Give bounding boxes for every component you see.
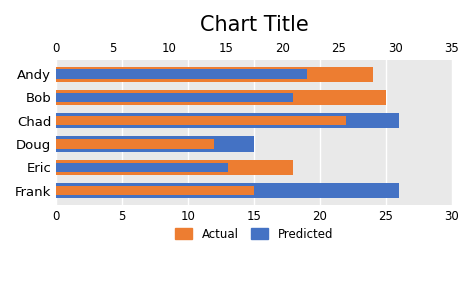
Bar — [56, 113, 399, 128]
Title: Chart Title: Chart Title — [200, 15, 308, 35]
Bar — [56, 139, 214, 149]
Bar — [56, 183, 399, 198]
Bar — [56, 67, 373, 82]
Bar — [56, 93, 293, 102]
Bar — [56, 90, 386, 105]
Legend: Actual, Predicted: Actual, Predicted — [170, 223, 338, 245]
Bar — [56, 70, 307, 79]
Bar — [56, 163, 228, 172]
Bar — [56, 116, 346, 125]
Bar — [56, 160, 293, 175]
Bar — [56, 136, 254, 152]
Bar — [56, 186, 254, 195]
